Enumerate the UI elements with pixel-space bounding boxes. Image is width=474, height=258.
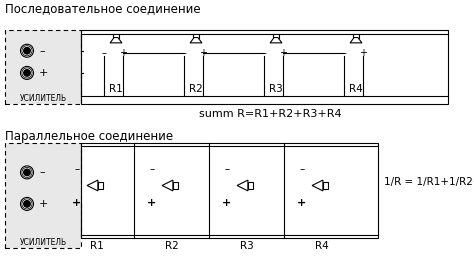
Polygon shape xyxy=(5,30,81,104)
Text: –: – xyxy=(39,46,45,56)
Text: +: + xyxy=(119,48,127,58)
Polygon shape xyxy=(270,38,282,43)
Text: УСИЛИТЕЛЬ: УСИЛИТЕЛЬ xyxy=(19,238,66,247)
Polygon shape xyxy=(193,35,199,38)
Polygon shape xyxy=(162,180,173,191)
Circle shape xyxy=(24,70,30,76)
Text: R1: R1 xyxy=(109,84,123,94)
Polygon shape xyxy=(190,38,202,43)
Text: +: + xyxy=(279,48,287,58)
Text: +: + xyxy=(39,68,48,78)
Circle shape xyxy=(24,200,30,207)
Text: –: – xyxy=(149,165,155,174)
Text: –: – xyxy=(300,165,305,174)
Polygon shape xyxy=(273,35,279,38)
Text: УСИЛИТЕЛЬ: УСИЛИТЕЛЬ xyxy=(19,94,66,103)
Polygon shape xyxy=(323,182,328,189)
Text: –: – xyxy=(101,48,107,58)
Polygon shape xyxy=(98,182,103,189)
Polygon shape xyxy=(113,35,118,38)
Text: –: – xyxy=(39,167,45,178)
Text: 1/R = 1/R1+1/R2+1/R3+1/R4: 1/R = 1/R1+1/R2+1/R3+1/R4 xyxy=(384,178,474,188)
Text: +: + xyxy=(199,48,207,58)
Text: –: – xyxy=(224,165,229,174)
Text: +: + xyxy=(39,199,48,209)
Polygon shape xyxy=(350,38,362,43)
Text: +: + xyxy=(297,198,307,208)
Circle shape xyxy=(20,166,34,179)
Text: R1: R1 xyxy=(90,241,104,251)
Circle shape xyxy=(20,44,34,57)
Text: –: – xyxy=(342,48,346,58)
Text: R2: R2 xyxy=(189,84,203,94)
Text: R4: R4 xyxy=(315,241,329,251)
Text: R4: R4 xyxy=(349,84,363,94)
Circle shape xyxy=(20,197,34,211)
Polygon shape xyxy=(110,38,122,43)
Text: –: – xyxy=(182,48,186,58)
Polygon shape xyxy=(353,35,359,38)
Text: Последовательное соединение: Последовательное соединение xyxy=(5,2,201,15)
Text: +: + xyxy=(222,198,232,208)
Text: +: + xyxy=(73,198,82,208)
Text: summ R=R1+R2+R3+R4: summ R=R1+R2+R3+R4 xyxy=(199,109,341,119)
Polygon shape xyxy=(5,143,81,248)
Circle shape xyxy=(20,66,34,79)
Polygon shape xyxy=(237,180,248,191)
Polygon shape xyxy=(312,180,323,191)
Text: Параллельное соединение: Параллельное соединение xyxy=(5,130,173,143)
Circle shape xyxy=(24,47,30,54)
Polygon shape xyxy=(173,182,178,189)
Polygon shape xyxy=(87,180,98,191)
Text: R3: R3 xyxy=(269,84,283,94)
Text: +: + xyxy=(147,198,156,208)
Text: +: + xyxy=(359,48,367,58)
Circle shape xyxy=(24,169,30,176)
Text: –: – xyxy=(262,48,266,58)
Text: R3: R3 xyxy=(240,241,254,251)
Polygon shape xyxy=(248,182,253,189)
Text: R2: R2 xyxy=(165,241,179,251)
Text: –: – xyxy=(74,165,80,174)
